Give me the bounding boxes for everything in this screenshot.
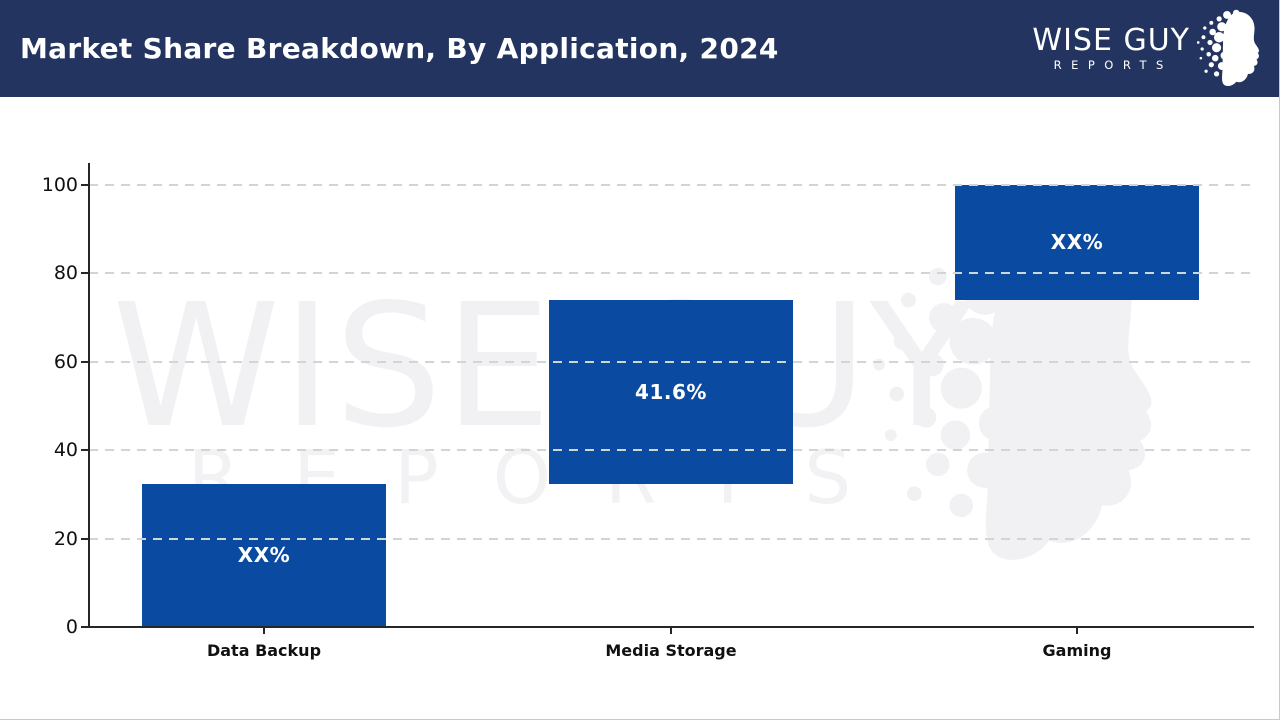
brand-subtitle: REPORTS xyxy=(1053,57,1173,72)
x-category-label: Data Backup xyxy=(206,641,322,660)
brand-logo: WISE GUY REPORTS xyxy=(1032,9,1265,89)
header-bar: Market Share Breakdown, By Application, … xyxy=(0,0,1279,97)
bar-value-label: XX% xyxy=(1050,230,1104,255)
y-tick-mark xyxy=(81,184,89,186)
bar-gaming: XX% xyxy=(955,185,1199,300)
y-tick-mark xyxy=(81,272,89,275)
x-tick-mark xyxy=(1076,628,1078,634)
bar-value-label: XX% xyxy=(237,543,291,568)
x-category-label: Gaming xyxy=(1042,641,1112,660)
y-tick-label: 0 xyxy=(65,616,78,638)
bar-data-backup: XX% xyxy=(142,483,386,627)
bar-value-label: 41.6% xyxy=(635,379,707,404)
brand-logo-text: WISE GUY REPORTS xyxy=(1032,25,1190,72)
y-tick-label: 20 xyxy=(53,527,78,550)
gridline-100 xyxy=(89,184,1254,186)
watermark-brand-name: WISE GUY xyxy=(112,268,976,466)
gridline-40 xyxy=(89,449,1254,452)
y-tick-label: 80 xyxy=(53,262,78,285)
x-category-label: Media Storage xyxy=(605,641,737,660)
gridline-80 xyxy=(89,272,1254,275)
y-tick-mark xyxy=(81,449,89,452)
y-tick-mark xyxy=(81,360,89,363)
bar-media-storage: 41.6% xyxy=(549,299,793,484)
y-tick-mark xyxy=(81,537,89,540)
x-axis-line xyxy=(88,626,1254,628)
brand-name: WISE GUY xyxy=(1032,23,1190,59)
x-tick-mark xyxy=(263,628,265,634)
y-tick-label: 60 xyxy=(53,350,78,373)
y-axis-line xyxy=(88,163,90,628)
x-tick-mark xyxy=(670,628,672,634)
gridline-60 xyxy=(89,360,1254,363)
y-tick-label: 100 xyxy=(41,174,78,196)
wise-guy-head-icon xyxy=(1196,9,1260,86)
y-tick-label: 40 xyxy=(53,439,78,462)
gridline-20 xyxy=(89,537,1254,540)
page-title: Market Share Breakdown, By Application, … xyxy=(20,32,779,65)
y-tick-mark xyxy=(81,626,89,628)
